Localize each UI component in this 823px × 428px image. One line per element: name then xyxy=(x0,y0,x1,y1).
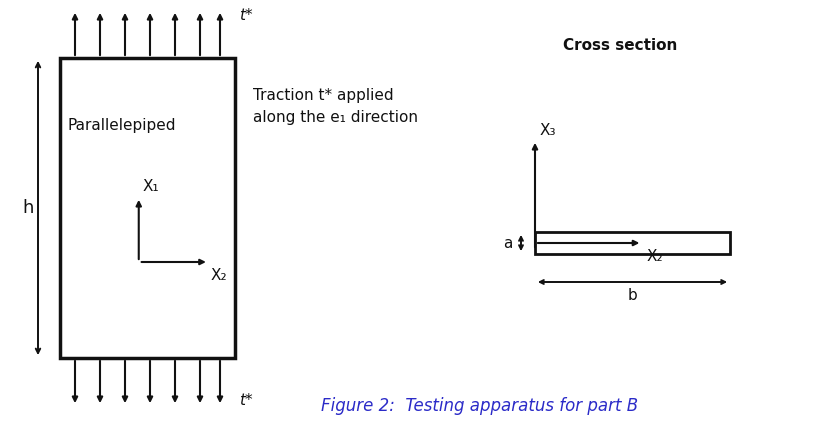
Text: X₃: X₃ xyxy=(540,123,556,138)
Text: X₂: X₂ xyxy=(211,268,227,283)
Text: X₂: X₂ xyxy=(646,249,663,264)
Bar xyxy=(535,232,730,254)
Text: Cross section: Cross section xyxy=(563,38,677,53)
Text: Parallelepiped: Parallelepiped xyxy=(68,118,176,133)
Text: h: h xyxy=(22,199,34,217)
Text: a: a xyxy=(504,235,513,250)
Text: b: b xyxy=(628,288,637,303)
Text: t*: t* xyxy=(239,393,253,408)
Text: along the e₁ direction: along the e₁ direction xyxy=(253,110,418,125)
Bar xyxy=(60,58,235,358)
Text: Figure 2:  Testing apparatus for part B: Figure 2: Testing apparatus for part B xyxy=(322,397,639,415)
Text: Traction t* applied: Traction t* applied xyxy=(253,88,393,103)
Text: t*: t* xyxy=(239,8,253,23)
Text: X₁: X₁ xyxy=(142,179,160,194)
